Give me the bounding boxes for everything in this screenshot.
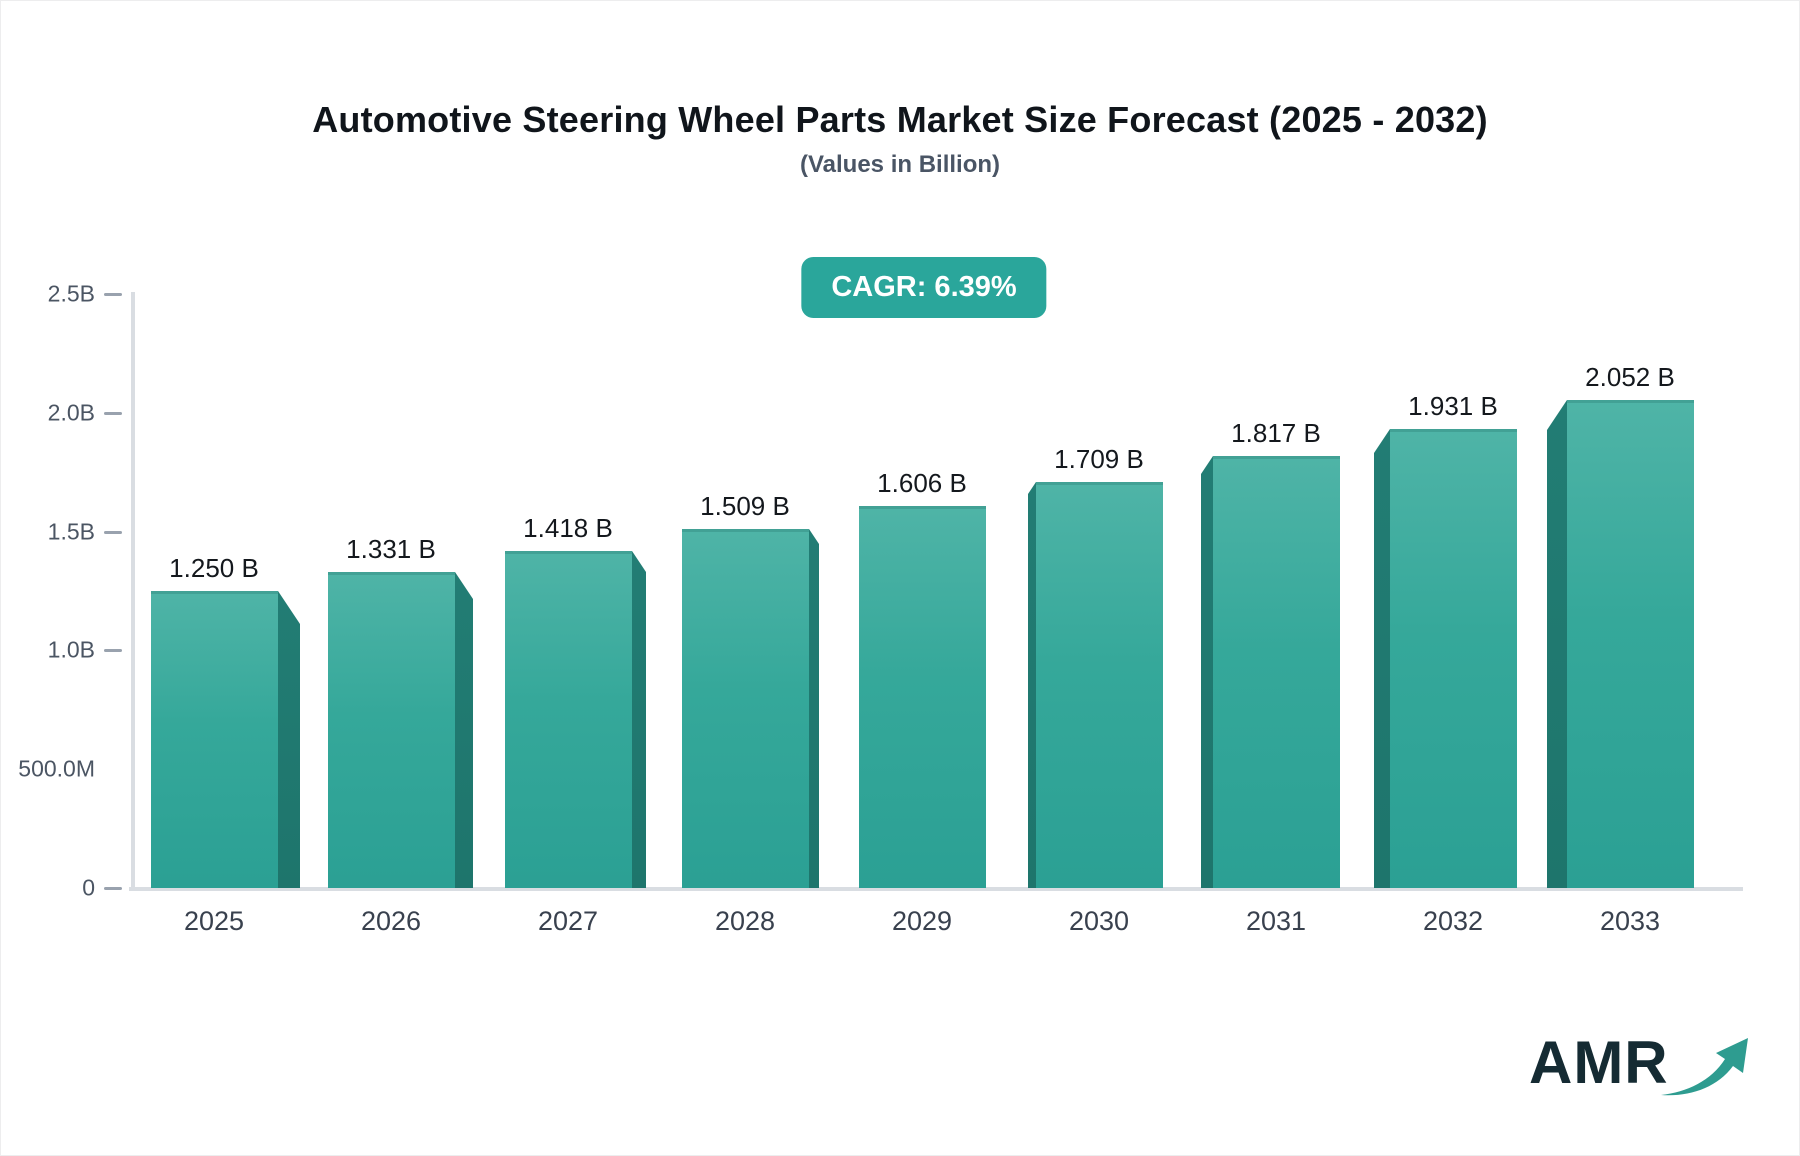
bar-side-2030 — [1028, 482, 1036, 888]
chart-title: Automotive Steering Wheel Parts Market S… — [312, 99, 1488, 140]
growth-arrow-icon — [1659, 1035, 1751, 1106]
x-axis-label-2031: 2031 — [1245, 906, 1307, 936]
bar-value-2030: 1.709 B — [1054, 444, 1144, 474]
bar-side-2025 — [278, 591, 300, 888]
y-axis-tick-dash — [104, 887, 122, 890]
bar-value-2026: 1.331 B — [346, 534, 436, 564]
bar-value-2027: 1.418 B — [523, 513, 613, 543]
bar-side-2033 — [1547, 400, 1567, 888]
y-axis-tick-dash — [104, 411, 122, 415]
bar-value-2025: 1.250 B — [169, 553, 259, 583]
bar-2031[interactable] — [1213, 456, 1340, 888]
bar-value-2029: 1.606 B — [877, 468, 967, 498]
bar-2025[interactable] — [151, 591, 278, 888]
x-axis-label-2030: 2030 — [1068, 906, 1130, 936]
y-axis-tick-dash — [104, 530, 122, 534]
bar-side-2031 — [1201, 456, 1213, 888]
y-axis-tick-label: 500.0M — [18, 755, 95, 782]
amr-logo-text: AMR — [1529, 1029, 1669, 1096]
y-axis-tick-label: 1.5B — [47, 518, 95, 545]
y-axis-tick-label: 1.0B — [47, 636, 95, 663]
bar-side-2028 — [809, 529, 819, 888]
bar-side-2026 — [455, 572, 473, 888]
x-axis-line — [129, 887, 1743, 891]
x-axis-label-2026: 2026 — [360, 906, 422, 936]
x-axis-label-2027: 2027 — [537, 906, 599, 936]
bar-2029[interactable] — [859, 506, 986, 888]
x-axis-label-2025: 2025 — [183, 906, 245, 936]
bar-2030[interactable] — [1036, 482, 1163, 888]
y-axis-tick-dash — [104, 649, 122, 653]
cagr-badge: CAGR: 6.39% — [801, 257, 1047, 318]
y-axis-tick-label: 0 — [82, 874, 95, 901]
bar-2027[interactable] — [505, 551, 632, 888]
y-axis-tick-dash — [104, 293, 122, 296]
bar-value-2033: 2.052 B — [1585, 362, 1675, 392]
bar-value-2028: 1.509 B — [700, 491, 790, 521]
x-axis-label-2032: 2032 — [1422, 906, 1484, 936]
y-axis-tick-label: 2.5B — [47, 280, 95, 307]
x-axis-label-2028: 2028 — [714, 906, 776, 936]
x-axis-label-2029: 2029 — [891, 906, 953, 936]
bar-2032[interactable] — [1390, 429, 1517, 888]
bar-side-2027 — [632, 551, 646, 888]
bar-2028[interactable] — [682, 529, 809, 888]
bar-2033[interactable] — [1567, 400, 1694, 888]
bar-2026[interactable] — [328, 572, 455, 888]
chart-subtitle: (Values in Billion) — [799, 151, 1001, 178]
bar-value-2032: 1.931 B — [1408, 391, 1498, 421]
bar-side-2032 — [1374, 429, 1390, 888]
y-axis-line — [131, 292, 135, 891]
y-axis-tick-label: 2.0B — [47, 399, 95, 426]
x-axis-label-2033: 2033 — [1599, 906, 1661, 936]
bar-value-2031: 1.817 B — [1231, 418, 1321, 448]
amr-logo: AMR — [1529, 1033, 1751, 1106]
